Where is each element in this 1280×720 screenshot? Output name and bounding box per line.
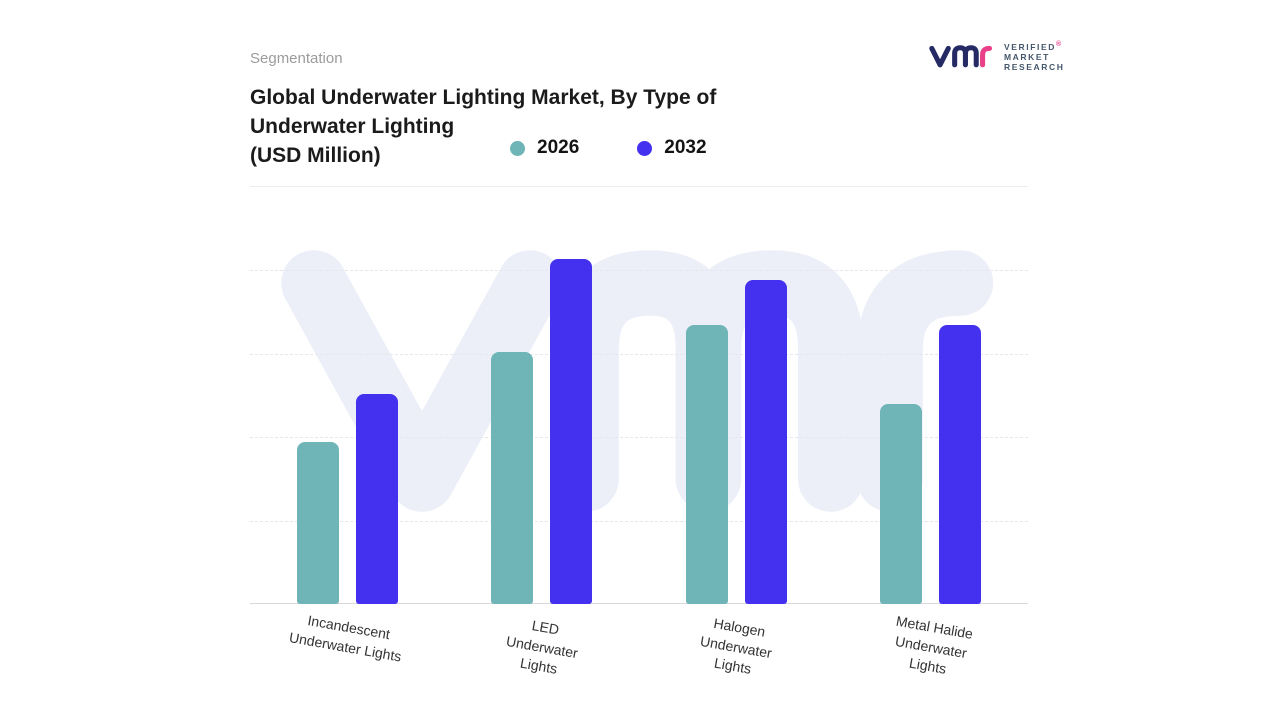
gridline: [250, 520, 1028, 522]
x-axis-label: Halogen Underwater Lights: [699, 614, 774, 678]
bar-2032: [550, 259, 593, 604]
gridline: [250, 353, 1028, 355]
bar-pair: [296, 187, 398, 604]
bar-2026: [685, 324, 728, 604]
bar-2026: [880, 404, 923, 604]
registered-mark: ®: [1056, 41, 1062, 48]
vmr-logo-mark: [929, 45, 993, 68]
bar-groups: Incandescent Underwater Lights LED Underw…: [250, 187, 1028, 677]
bar-pair: [880, 187, 982, 604]
logo-line-verified: VERIFIED: [1004, 41, 1057, 52]
gridline: [250, 437, 1028, 439]
bar-group: Halogen Underwater Lights: [685, 187, 787, 677]
logo-line-market: MARKET: [1004, 51, 1050, 62]
legend: 2026 2032: [510, 137, 707, 159]
bar-pair: [491, 187, 593, 604]
x-axis-label: Incandescent Underwater Lights: [288, 612, 404, 665]
bar-group: Metal Halide Underwater Lights: [880, 187, 982, 677]
vmr-logo-text: VERIFIED® MARKET RESEARCH: [1004, 40, 1065, 72]
segmentation-label: Segmentation: [250, 50, 343, 67]
legend-item-2032: 2032: [637, 137, 707, 159]
x-axis-line: [250, 603, 1028, 604]
legend-label-2032: 2032: [664, 137, 707, 158]
chart-title: Global Underwater Lighting Market, By Ty…: [250, 86, 717, 167]
legend-item-2026: 2026: [510, 137, 579, 159]
bar-2032: [355, 393, 398, 604]
bar-pair: [685, 187, 787, 604]
legend-label-2026: 2026: [537, 137, 580, 158]
x-axis-label: Metal Halide Underwater Lights: [893, 612, 974, 678]
bar-2032: [939, 324, 982, 604]
bar-group: Incandescent Underwater Lights: [288, 187, 403, 664]
bar-2026: [491, 352, 534, 604]
logo-line-research: RESEARCH: [1004, 61, 1065, 72]
legend-swatch-2032: [637, 140, 653, 156]
gridline: [250, 270, 1028, 272]
x-axis-label: LED Underwater Lights: [504, 617, 579, 678]
bar-2032: [744, 280, 787, 604]
vmr-logo: VERIFIED® MARKET RESEARCH: [928, 40, 1065, 72]
legend-swatch-2026: [510, 140, 525, 156]
bar-group: LED Underwater Lights: [491, 187, 593, 677]
bar-2026: [296, 442, 339, 604]
bar-chart: Incandescent Underwater Lights LED Underw…: [250, 186, 1028, 677]
